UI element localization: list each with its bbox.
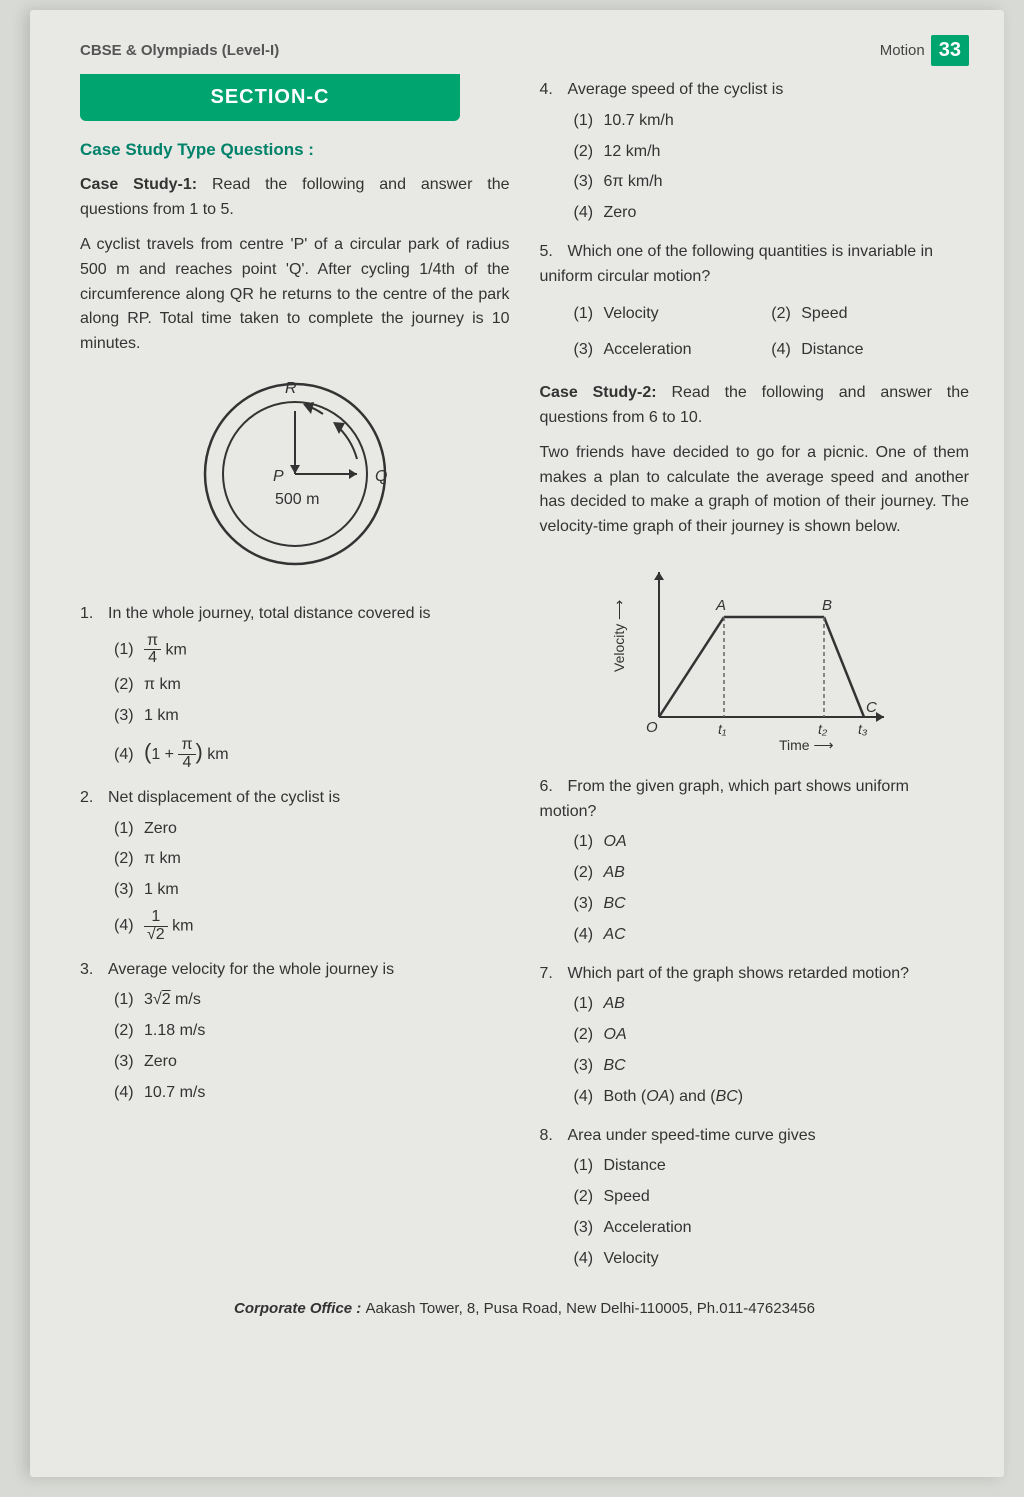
q3-opt2[interactable]: (2)1.18 m/s	[114, 1019, 510, 1044]
q1-num: 1.	[80, 602, 108, 627]
case-study-2-intro: Case Study-2: Read the following and ans…	[540, 381, 970, 431]
circle-diagram: R P Q 500 m	[80, 369, 510, 588]
q5-opt2[interactable]: (2)Speed	[771, 302, 969, 327]
label-q: Q	[375, 468, 387, 485]
q6-opt2[interactable]: (2)AB	[574, 861, 970, 886]
question-8: 8.Area under speed-time curve gives	[540, 1124, 970, 1149]
q5-text: Which one of the following quantities is…	[540, 243, 934, 285]
svg-text:C: C	[866, 699, 877, 716]
q7-opt4[interactable]: (4)Both (OA) and (BC)	[574, 1085, 970, 1110]
svg-text:B: B	[822, 597, 832, 614]
q4-num: 4.	[540, 78, 568, 103]
q4-options: (1)10.7 km/h (2)12 km/h (3)6π km/h (4)Ze…	[574, 109, 970, 226]
case-study-subheading: Case Study Type Questions :	[80, 137, 510, 163]
q1-options: (1)π4 km (2)π km (3)1 km (4)(1 + π4) km	[114, 633, 510, 772]
q1-opt2[interactable]: (2)π km	[114, 673, 510, 698]
header-row: CBSE & Olympiads (Level-I) Motion 33	[80, 35, 969, 66]
svg-text:Time ⟶: Time ⟶	[779, 737, 834, 752]
right-column: 4.Average speed of the cyclist is (1)10.…	[540, 74, 970, 1278]
q5-options: (1)Velocity (2)Speed (3)Acceleration (4)…	[574, 296, 970, 370]
q8-opt4[interactable]: (4)Velocity	[574, 1247, 970, 1272]
q7-opt2[interactable]: (2)OA	[574, 1023, 970, 1048]
q5-opt4[interactable]: (4)Distance	[771, 338, 969, 363]
content-columns: SECTION-C Case Study Type Questions : Ca…	[80, 74, 969, 1278]
question-5: 5.Which one of the following quantities …	[540, 240, 970, 290]
q3-opt4[interactable]: (4)10.7 m/s	[114, 1081, 510, 1106]
q7-num: 7.	[540, 962, 568, 987]
q4-opt4[interactable]: (4)Zero	[574, 201, 970, 226]
chapter-name: Motion	[880, 42, 925, 59]
label-radius: 500 m	[275, 491, 319, 508]
q2-opt1[interactable]: (1)Zero	[114, 817, 510, 842]
q6-text: From the given graph, which part shows u…	[540, 778, 909, 820]
q1-opt1[interactable]: (1)π4 km	[114, 633, 510, 668]
cs1-title: Case Study-1:	[80, 176, 197, 193]
svg-text:O: O	[646, 719, 658, 736]
q8-num: 8.	[540, 1124, 568, 1149]
svg-text:Velocity ⟶: Velocity ⟶	[611, 600, 627, 672]
q2-options: (1)Zero (2)π km (3)1 km (4)1√2 km	[114, 817, 510, 944]
question-7: 7.Which part of the graph shows retarded…	[540, 962, 970, 987]
q8-opt2[interactable]: (2)Speed	[574, 1185, 970, 1210]
q2-opt3[interactable]: (3)1 km	[114, 878, 510, 903]
footer-address: Aakash Tower, 8, Pusa Road, New Delhi-11…	[365, 1300, 814, 1317]
question-4: 4.Average speed of the cyclist is	[540, 78, 970, 103]
cs2-passage: Two friends have decided to go for a pic…	[540, 441, 970, 540]
q3-opt1[interactable]: (1)3√2 m/s	[114, 988, 510, 1013]
label-r: R	[285, 380, 297, 397]
question-6: 6.From the given graph, which part shows…	[540, 775, 970, 825]
cs2-title: Case Study-2:	[540, 384, 657, 401]
left-column: SECTION-C Case Study Type Questions : Ca…	[80, 74, 510, 1278]
svg-text:t₁: t₁	[718, 721, 727, 737]
q1-opt3[interactable]: (3)1 km	[114, 704, 510, 729]
q4-opt3[interactable]: (3)6π km/h	[574, 170, 970, 195]
q3-num: 3.	[80, 958, 108, 983]
chapter-badge: Motion 33	[880, 35, 969, 66]
q2-opt2[interactable]: (2)π km	[114, 847, 510, 872]
q1-opt4[interactable]: (4)(1 + π4) km	[114, 735, 510, 772]
q4-opt1[interactable]: (1)10.7 km/h	[574, 109, 970, 134]
q6-opt1[interactable]: (1)OA	[574, 830, 970, 855]
footer-label: Corporate Office :	[234, 1300, 365, 1317]
q6-opt3[interactable]: (3)BC	[574, 892, 970, 917]
q6-num: 6.	[540, 775, 568, 800]
svg-text:t₃: t₃	[858, 721, 868, 737]
case-study-1-intro: Case Study-1: Read the following and ans…	[80, 173, 510, 223]
q7-options: (1)AB (2)OA (3)BC (4)Both (OA) and (BC)	[574, 992, 970, 1109]
q6-opt4[interactable]: (4)AC	[574, 923, 970, 948]
q7-opt3[interactable]: (3)BC	[574, 1054, 970, 1079]
page: CBSE & Olympiads (Level-I) Motion 33 SEC…	[30, 10, 1004, 1477]
q8-options: (1)Distance (2)Speed (3)Acceleration (4)…	[574, 1154, 970, 1271]
question-3: 3.Average velocity for the whole journey…	[80, 958, 510, 983]
svg-text:t₂: t₂	[818, 721, 828, 737]
q5-num: 5.	[540, 240, 568, 265]
q2-num: 2.	[80, 786, 108, 811]
q1-text: In the whole journey, total distance cov…	[108, 605, 431, 622]
q4-opt2[interactable]: (2)12 km/h	[574, 140, 970, 165]
q8-opt1[interactable]: (1)Distance	[574, 1154, 970, 1179]
q8-opt3[interactable]: (3)Acceleration	[574, 1216, 970, 1241]
q3-text: Average velocity for the whole journey i…	[108, 961, 394, 978]
q5-opt1[interactable]: (1)Velocity	[574, 302, 772, 327]
question-2: 2.Net displacement of the cyclist is	[80, 786, 510, 811]
q3-opt3[interactable]: (3)Zero	[114, 1050, 510, 1075]
q3-options: (1)3√2 m/s (2)1.18 m/s (3)Zero (4)10.7 m…	[114, 988, 510, 1105]
section-banner: SECTION-C	[80, 74, 460, 121]
q5-opt3[interactable]: (3)Acceleration	[574, 338, 772, 363]
q7-opt1[interactable]: (1)AB	[574, 992, 970, 1017]
svg-text:A: A	[715, 597, 726, 614]
question-1: 1.In the whole journey, total distance c…	[80, 602, 510, 627]
footer: Corporate Office : Aakash Tower, 8, Pusa…	[80, 1300, 969, 1317]
q4-text: Average speed of the cyclist is	[568, 81, 784, 98]
label-p: P	[273, 468, 284, 485]
cs1-passage: A cyclist travels from centre 'P' of a c…	[80, 233, 510, 357]
page-number: 33	[931, 35, 969, 66]
q8-text: Area under speed-time curve gives	[568, 1127, 816, 1144]
q7-text: Which part of the graph shows retarded m…	[568, 965, 910, 982]
q6-options: (1)OA (2)AB (3)BC (4)AC	[574, 830, 970, 947]
velocity-time-graph: A B C O t₁ t₂ t₃ Time ⟶ Velocity ⟶	[540, 552, 970, 761]
q2-text: Net displacement of the cyclist is	[108, 789, 340, 806]
q2-opt4[interactable]: (4)1√2 km	[114, 909, 510, 944]
series-label: CBSE & Olympiads (Level-I)	[80, 42, 279, 59]
